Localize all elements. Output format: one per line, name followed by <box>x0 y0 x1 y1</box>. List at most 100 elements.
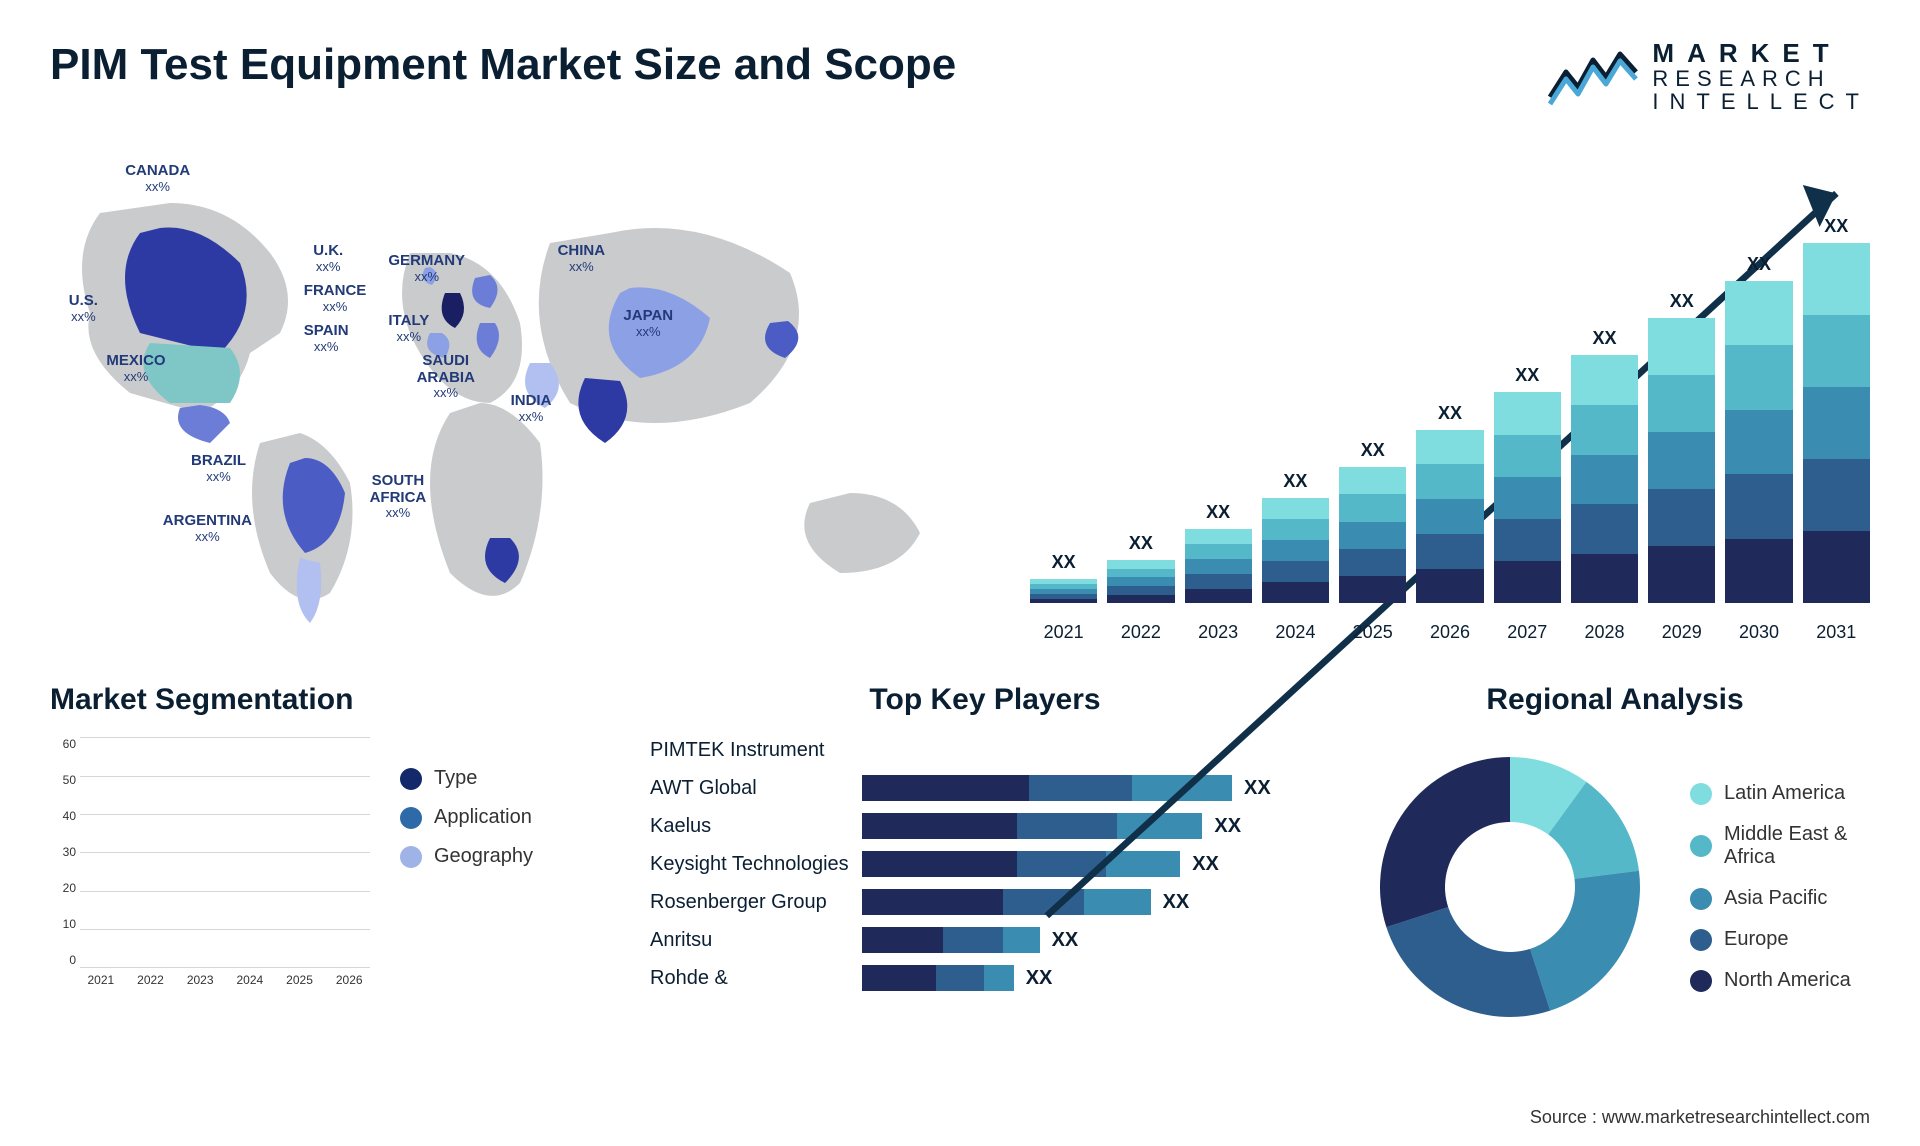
map-label: SAUDIARABIAxx% <box>417 353 475 400</box>
trend-value-label: XX <box>1052 552 1076 573</box>
seg-y-tick: 40 <box>50 809 76 823</box>
trend-bar: XX <box>1648 291 1715 604</box>
trend-x-label: 2029 <box>1648 622 1715 643</box>
trend-value-label: XX <box>1283 471 1307 492</box>
trend-bar: XX <box>1725 254 1792 604</box>
trend-bar: XX <box>1571 328 1638 603</box>
player-name: AWT Global <box>650 777 850 800</box>
region-legend: Latin AmericaMiddle East & AfricaAsia Pa… <box>1690 782 1870 992</box>
trend-bar: XX <box>1185 502 1252 603</box>
brand-line1: MARKET <box>1652 40 1870 67</box>
trend-segment <box>1725 281 1792 346</box>
segmentation-chart: 6050403020100 202120222023202420252026 <box>50 737 370 987</box>
trend-value-label: XX <box>1515 365 1539 386</box>
trend-x-label: 2023 <box>1185 622 1252 643</box>
trend-x-label: 2022 <box>1107 622 1174 643</box>
trend-segment <box>1262 540 1329 561</box>
seg-x-label: 2025 <box>279 973 321 987</box>
trend-bar: XX <box>1339 440 1406 604</box>
segmentation-panel: Market Segmentation 6050403020100 202120… <box>50 683 610 1037</box>
trend-bar: XX <box>1416 403 1483 604</box>
trend-segment <box>1803 243 1870 315</box>
player-name: Rosenberger Group <box>650 891 850 914</box>
player-name: Keysight Technologies <box>650 853 850 876</box>
trend-segment <box>1803 531 1870 603</box>
player-row: KaelusXX <box>650 813 1320 839</box>
player-value: XX <box>1026 967 1053 990</box>
trend-segment <box>1185 589 1252 604</box>
trend-bars: XXXXXXXXXXXXXXXXXXXXXX <box>1030 183 1870 603</box>
player-bar <box>862 965 1014 991</box>
legend-label: Middle East & Africa <box>1724 823 1870 869</box>
map-label: FRANCExx% <box>304 283 367 314</box>
player-value: XX <box>1214 815 1241 838</box>
trend-segment <box>1339 576 1406 603</box>
map-label: U.S.xx% <box>69 293 98 324</box>
seg-x-label: 2026 <box>328 973 370 987</box>
player-segment <box>1017 813 1117 839</box>
source-text: Source : www.marketresearchintellect.com <box>1530 1107 1870 1128</box>
map-label: SPAINxx% <box>304 323 349 354</box>
segmentation-x-labels: 202120222023202420252026 <box>80 973 370 987</box>
player-segment <box>862 927 943 953</box>
seg-y-tick: 30 <box>50 845 76 859</box>
trend-segment <box>1416 430 1483 465</box>
trend-segment <box>1185 574 1252 589</box>
map-label: ARGENTINAxx% <box>163 513 252 544</box>
header: PIM Test Equipment Market Size and Scope… <box>50 40 1870 113</box>
trend-x-label: 2028 <box>1571 622 1638 643</box>
trend-value-label: XX <box>1206 502 1230 523</box>
seg-y-tick: 60 <box>50 737 76 751</box>
trend-value-label: XX <box>1129 533 1153 554</box>
bottom-row: Market Segmentation 6050403020100 202120… <box>50 683 1870 1037</box>
trend-value-label: XX <box>1361 440 1385 461</box>
trend-x-label: 2026 <box>1416 622 1483 643</box>
legend-label: Application <box>434 806 532 829</box>
logo-icon <box>1548 42 1638 112</box>
seg-y-tick: 0 <box>50 953 76 967</box>
trend-value-label: XX <box>1670 291 1694 312</box>
trend-segment <box>1494 477 1561 519</box>
map-label: U.K.xx% <box>313 243 343 274</box>
player-segment <box>1017 851 1106 877</box>
map-label: CANADAxx% <box>125 163 190 194</box>
player-name: Anritsu <box>650 929 850 952</box>
trend-segment <box>1494 435 1561 477</box>
seg-legend-item: Geography <box>400 845 533 868</box>
trend-value-label: XX <box>1747 254 1771 275</box>
trend-segment <box>1262 561 1329 582</box>
trend-segment <box>1339 494 1406 521</box>
players-title: Top Key Players <box>650 683 1320 717</box>
segmentation-bars <box>80 737 370 967</box>
player-segment <box>1003 889 1084 915</box>
seg-y-tick: 10 <box>50 917 76 931</box>
seg-y-tick: 50 <box>50 773 76 787</box>
trend-segment <box>1262 519 1329 540</box>
trend-segment <box>1339 467 1406 494</box>
legend-swatch-icon <box>1690 888 1712 910</box>
trend-segment <box>1416 499 1483 534</box>
trend-x-label: 2025 <box>1339 622 1406 643</box>
legend-label: Asia Pacific <box>1724 887 1827 910</box>
player-segment <box>1117 813 1202 839</box>
trend-segment <box>1030 599 1097 604</box>
player-row: Rosenberger GroupXX <box>650 889 1320 915</box>
region-legend-item: Asia Pacific <box>1690 887 1870 910</box>
legend-swatch-icon <box>400 807 422 829</box>
donut-icon <box>1360 737 1660 1037</box>
trend-segment <box>1262 498 1329 519</box>
map-label: INDIAxx% <box>511 393 552 424</box>
player-bar <box>862 775 1232 801</box>
trend-bar: XX <box>1262 471 1329 604</box>
trend-segment <box>1185 544 1252 559</box>
map-label: SOUTHAFRICAxx% <box>370 473 427 520</box>
trend-segment <box>1648 318 1715 375</box>
trend-x-label: 2030 <box>1725 622 1792 643</box>
player-segment <box>862 889 1003 915</box>
segmentation-title: Market Segmentation <box>50 683 610 717</box>
player-segment <box>984 965 1014 991</box>
brand-line2: RESEARCH <box>1652 67 1870 90</box>
trend-segment <box>1571 355 1638 405</box>
legend-swatch-icon <box>1690 929 1712 951</box>
trend-x-labels: 2021202220232024202520262027202820292030… <box>1030 622 1870 643</box>
